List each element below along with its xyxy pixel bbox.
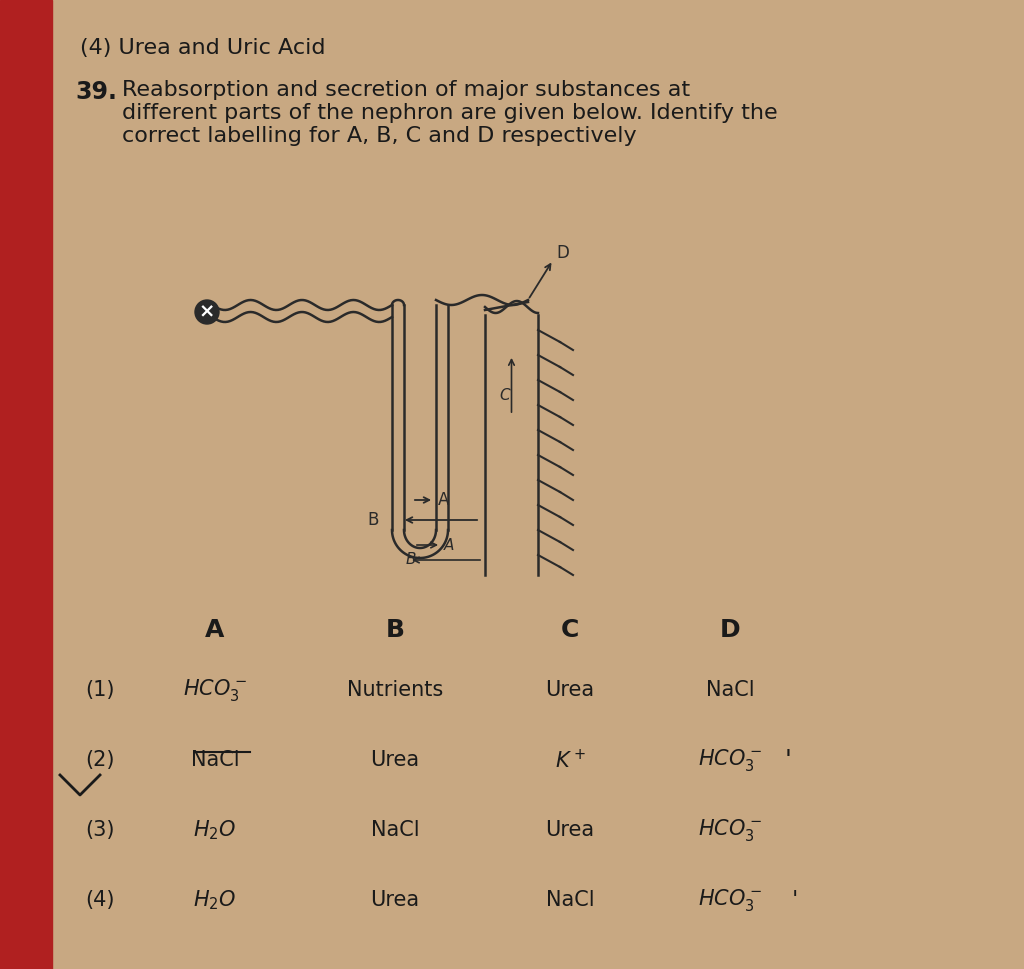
Text: C: C — [561, 618, 580, 642]
Text: $\mathit{HCO_3^-}$: $\mathit{HCO_3^-}$ — [698, 817, 762, 843]
Text: ': ' — [785, 748, 792, 772]
Text: Urea: Urea — [546, 820, 595, 840]
Bar — [0, 0, 52, 969]
Text: $\mathit{HCO_3^-}$: $\mathit{HCO_3^-}$ — [183, 677, 247, 703]
Text: (1): (1) — [85, 680, 115, 700]
Text: A: A — [438, 491, 450, 509]
Text: (2): (2) — [85, 750, 115, 770]
Text: D: D — [720, 618, 740, 642]
Text: $\mathit{K^+}$: $\mathit{K^+}$ — [555, 748, 586, 771]
Text: Nutrients: Nutrients — [347, 680, 443, 700]
Text: NaCl: NaCl — [546, 890, 594, 910]
Text: $\mathit{HCO_3^-}$: $\mathit{HCO_3^-}$ — [698, 747, 762, 773]
Text: A: A — [444, 538, 455, 552]
Text: Urea: Urea — [371, 890, 420, 910]
Text: B: B — [385, 618, 404, 642]
Text: (4) Urea and Uric Acid: (4) Urea and Uric Acid — [80, 38, 326, 58]
Text: $\mathit{HCO_3^-}$: $\mathit{HCO_3^-}$ — [698, 887, 762, 913]
Text: (3): (3) — [85, 820, 115, 840]
Text: ×: × — [199, 302, 215, 322]
Text: C: C — [499, 388, 510, 402]
Text: B: B — [368, 511, 379, 529]
Text: (4): (4) — [85, 890, 115, 910]
Text: NaCl: NaCl — [190, 750, 240, 770]
Text: A: A — [206, 618, 224, 642]
Text: $\mathit{H_2O}$: $\mathit{H_2O}$ — [194, 889, 237, 912]
Text: Reabsorption and secretion of major substances at
different parts of the nephron: Reabsorption and secretion of major subs… — [122, 80, 777, 146]
Text: Urea: Urea — [546, 680, 595, 700]
Text: $\mathit{H_2O}$: $\mathit{H_2O}$ — [194, 818, 237, 842]
Text: NaCl: NaCl — [371, 820, 419, 840]
Text: NaCl: NaCl — [706, 680, 755, 700]
Polygon shape — [0, 0, 52, 15]
Text: 39.: 39. — [75, 80, 117, 104]
Text: D: D — [556, 244, 569, 262]
Circle shape — [195, 300, 219, 324]
Text: Urea: Urea — [371, 750, 420, 770]
Text: B: B — [406, 552, 417, 568]
Text: ': ' — [785, 890, 799, 910]
